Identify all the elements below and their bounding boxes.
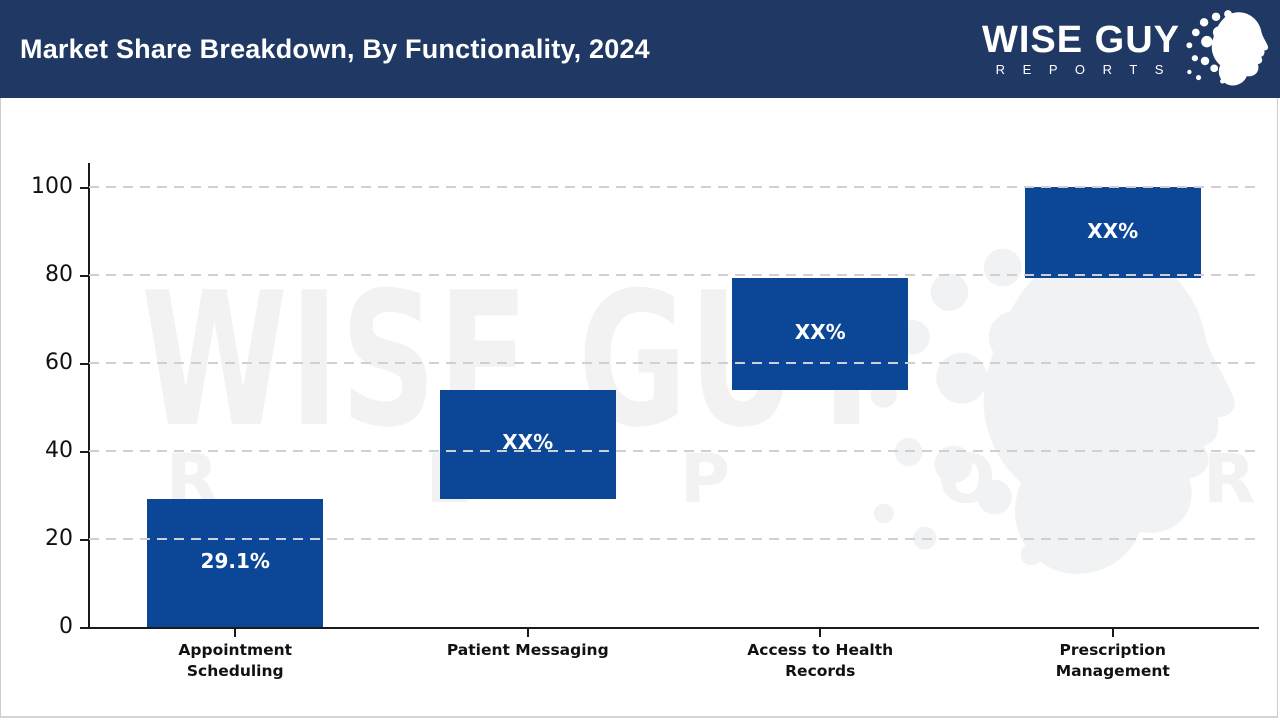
y-tick-label: 100 [31,174,73,199]
gridline [89,186,1259,188]
y-axis [88,163,90,629]
gridline [89,274,1259,276]
x-category-line: Management [1055,661,1170,680]
y-tick-label: 20 [45,526,73,551]
bar-access-to-health-records: XX% [732,278,909,390]
x-category-label: Access to Health Records [690,640,950,682]
x-category-label: Appointment Scheduling [105,640,365,682]
y-tick [80,187,88,189]
brand-subtitle: R E P O R T S [995,62,1171,77]
x-category-line: Prescription [1059,641,1166,659]
x-category-line: Records [785,661,856,680]
brand-wordmark: WISE GUY R E P O R T S [982,21,1180,77]
y-tick-label: 40 [45,438,73,463]
figure-title: Market Share Breakdown, By Functionality… [20,33,650,64]
y-tick-label: 60 [45,350,73,375]
bar-value-label: XX% [794,319,846,344]
y-tick [80,627,88,629]
y-tick-label: 80 [45,262,73,287]
y-tick [80,451,88,453]
bar-appointment-scheduling: 29.1% [147,498,324,627]
bar-prescription-management: XX% [1024,187,1201,279]
gridline [89,362,1259,364]
y-tick [80,363,88,365]
x-tick [234,629,237,637]
bar-patient-messaging: XX% [439,389,616,499]
y-tick-label: 0 [59,614,73,639]
x-category-line: Patient Messaging [446,641,609,659]
gridline [89,538,1259,540]
gridline [89,450,1259,452]
bar-value-label: XX% [1087,218,1139,243]
header-bar: Market Share Breakdown, By Functionality… [0,0,1280,98]
chart-area: WISE GUY R E P O R T S 02040608010029.1%… [0,98,1278,718]
y-tick [80,275,88,277]
brand-name: WISE GUY [981,19,1180,61]
y-tick [80,539,88,541]
x-tick [1111,629,1114,637]
x-category-label: Prescription Management [983,640,1243,682]
x-category-line: Appointment [178,641,293,659]
x-category-line: Scheduling [186,661,284,680]
brand-logo: WISE GUY R E P O R T S [982,4,1274,94]
x-category-line: Access to Health [747,641,894,659]
brand-head-icon [1182,5,1274,93]
x-axis [87,627,1259,629]
x-tick [526,629,529,637]
x-category-label: Patient Messaging [398,640,658,661]
x-tick [819,629,822,637]
bar-value-label: 29.1% [200,548,270,573]
